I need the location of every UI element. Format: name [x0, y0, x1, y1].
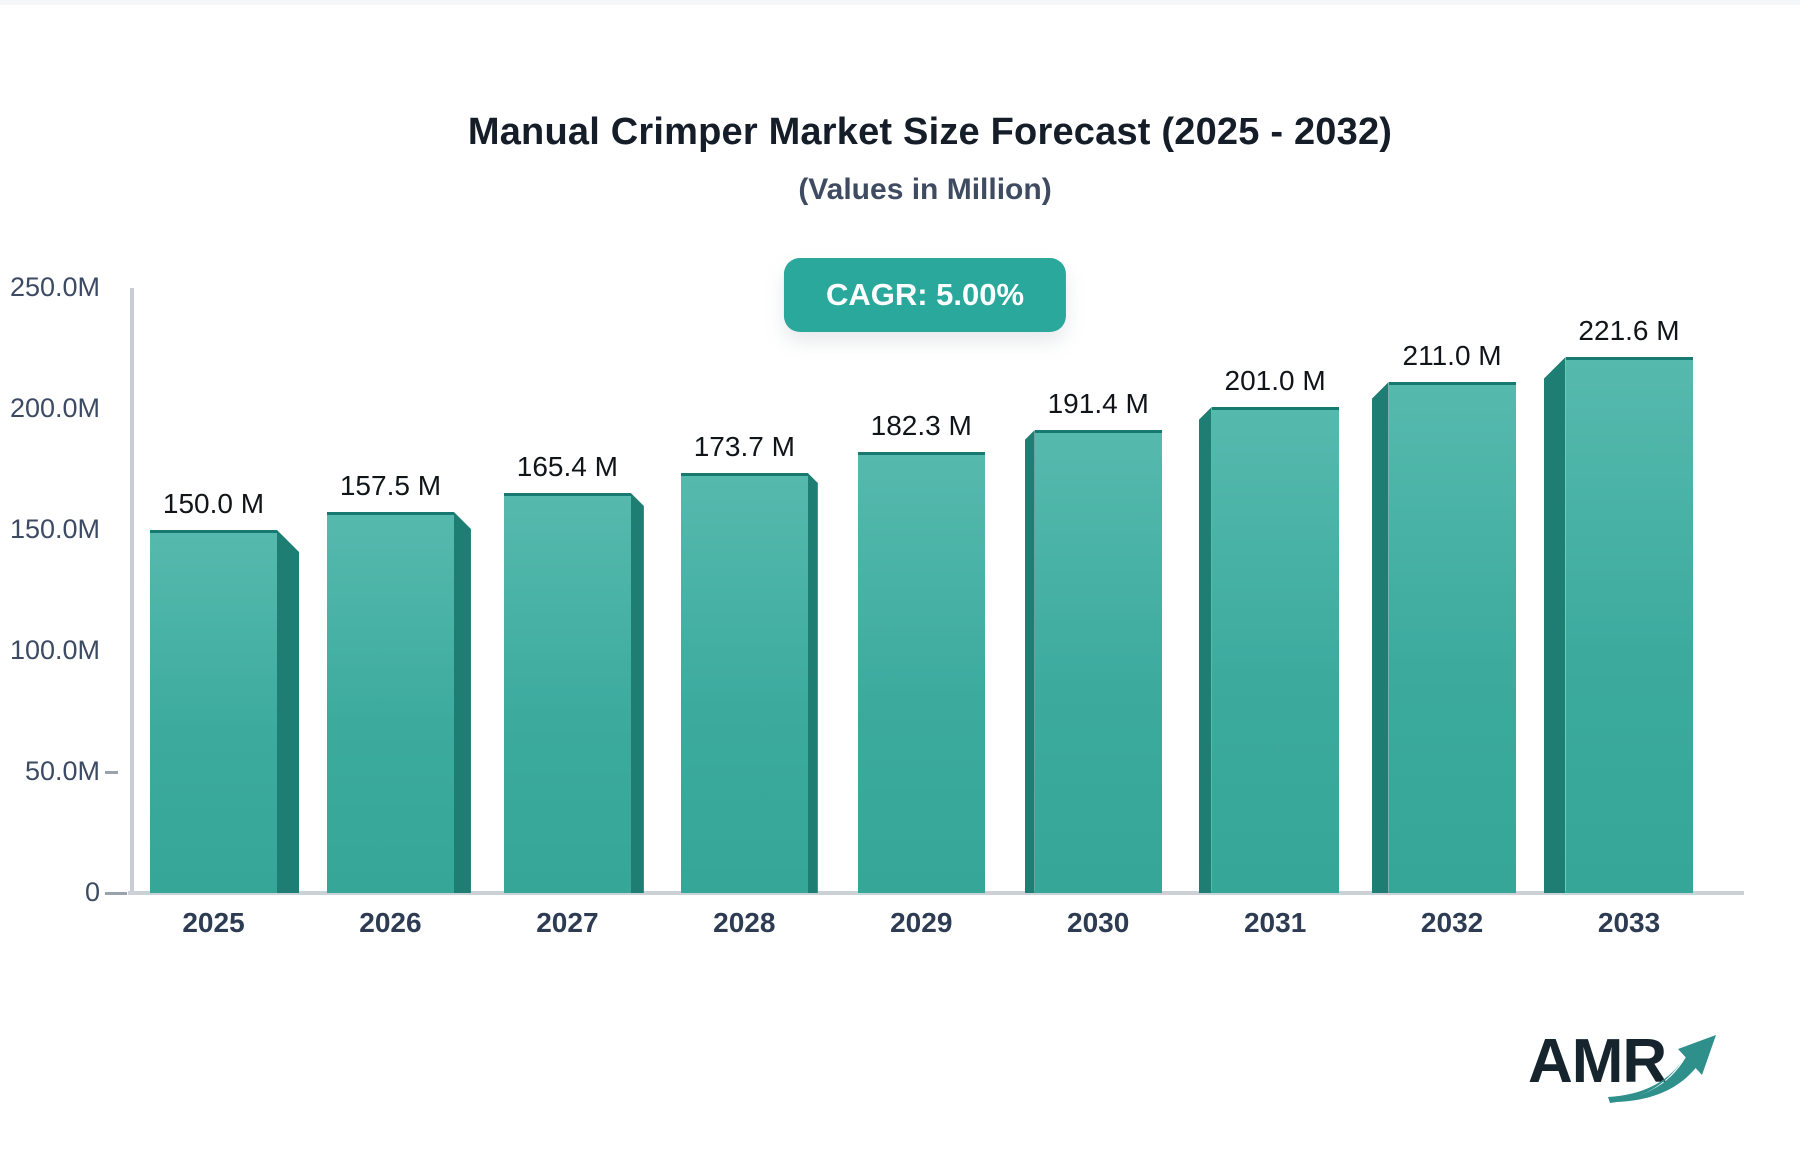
- growth-arrow-icon: [1608, 1035, 1716, 1103]
- x-axis-label: 2029: [890, 907, 953, 938]
- x-axis-label: 2033: [1597, 907, 1661, 938]
- bar-side: [630, 493, 644, 893]
- bar: [1034, 430, 1162, 893]
- bar-side: [453, 512, 471, 893]
- bar-side: [1198, 407, 1212, 893]
- x-axis-label: 2030: [1067, 907, 1130, 938]
- bar-side: [1543, 357, 1566, 893]
- bar: [1565, 357, 1693, 893]
- bar: [1211, 407, 1339, 893]
- y-axis-label: 100.0M: [9, 635, 100, 665]
- x-axis-label: 2027: [536, 907, 599, 938]
- x-axis-label: 2026: [359, 907, 422, 938]
- bar-value-label: 173.7 M: [693, 431, 795, 462]
- x-axis-label: 2028: [713, 907, 776, 938]
- bar-value-label: 201.0 M: [1224, 365, 1326, 396]
- amr-logo: AMR: [1528, 1031, 1728, 1121]
- bar-value-label: 150.0 M: [162, 488, 265, 519]
- bar: [503, 493, 631, 893]
- bar-value-label: 157.5 M: [339, 470, 442, 501]
- x-axis-label: 2032: [1420, 907, 1484, 938]
- bar: [326, 512, 454, 893]
- bar: [857, 452, 985, 893]
- bar-value-label: 191.4 M: [1047, 388, 1149, 419]
- bar-side: [1024, 430, 1035, 893]
- bar-side: [1371, 382, 1389, 893]
- bar-value-label: 211.0 M: [1402, 340, 1502, 371]
- y-axis-label: 0: [84, 877, 100, 907]
- chart-title: Manual Crimper Market Size Forecast (202…: [467, 111, 1393, 153]
- y-axis-line: [130, 288, 134, 893]
- bar-value-label: 221.6 M: [1578, 315, 1680, 346]
- y-axis-label: 50.0M: [24, 756, 100, 786]
- bar: [150, 530, 277, 893]
- chart-subtitle: (Values in Million): [798, 173, 1052, 206]
- x-axis-baseline: [128, 891, 1744, 895]
- y-axis-label: 200.0M: [9, 393, 100, 423]
- x-axis-label: 2031: [1243, 907, 1307, 938]
- bar: [1388, 382, 1516, 893]
- y-axis-label: 250.0M: [9, 272, 100, 302]
- amr-logo-text: AMR: [1528, 1027, 1667, 1096]
- bar: [680, 473, 808, 893]
- y-axis-tick: [105, 892, 127, 895]
- bar-value-label: 165.4 M: [516, 451, 618, 482]
- cagr-badge: CAGR: 5.00%: [783, 258, 1067, 332]
- bar-value-label: 182.3 M: [870, 410, 972, 441]
- y-axis-label: 150.0M: [9, 514, 100, 544]
- y-axis-tick: [105, 771, 118, 774]
- x-axis-label: 2025: [182, 907, 245, 938]
- bar-side: [277, 530, 299, 893]
- bar-side: [807, 473, 818, 893]
